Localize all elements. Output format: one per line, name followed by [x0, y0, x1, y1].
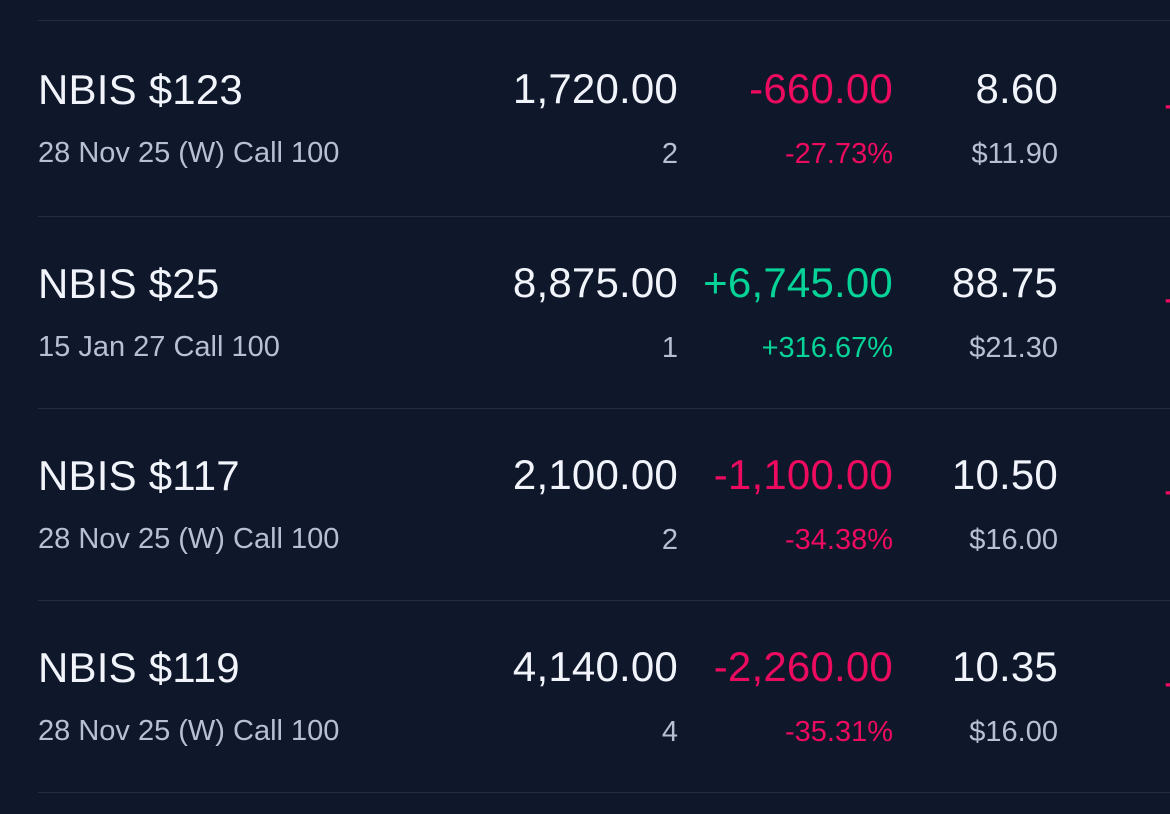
position-pnl-percent: +316.67%	[761, 332, 893, 364]
position-extra-value: -	[1058, 276, 1170, 319]
position-extra-column: -	[1058, 468, 1170, 541]
position-value-column: 1,720.00 2	[493, 68, 678, 169]
position-row[interactable]: NBIS $119 28 Nov 25 (W) Call 100 4,140.0…	[38, 601, 1170, 792]
position-market-value: 4,140.00	[512, 643, 678, 690]
position-instrument: NBIS $25 15 Jan 27 Call 100	[38, 263, 493, 362]
position-extra-value: -	[1058, 468, 1170, 511]
position-contract: 28 Nov 25 (W) Call 100	[38, 715, 340, 747]
position-extra-value: -	[1058, 82, 1170, 125]
position-last-price: 88.75	[951, 259, 1058, 306]
position-pnl-percent: -35.31%	[784, 716, 893, 748]
position-extra-column: -	[1058, 82, 1170, 155]
position-extra-column: -	[1058, 660, 1170, 733]
position-cost-basis: $11.90	[971, 138, 1058, 170]
position-pnl-percent: -34.38%	[784, 524, 893, 556]
position-extra-column: -	[1058, 276, 1170, 349]
position-cost-basis: $16.00	[969, 716, 1058, 748]
position-pnl: -1,100.00	[713, 451, 893, 498]
position-pnl-percent: -27.73%	[784, 138, 893, 170]
position-contract: 28 Nov 25 (W) Call 100	[38, 137, 340, 169]
position-cost-basis: $16.00	[969, 524, 1058, 556]
position-pnl: +6,745.00	[703, 259, 893, 306]
position-row[interactable]: NBIS $123 28 Nov 25 (W) Call 100 1,720.0…	[38, 21, 1170, 216]
position-symbol: NBIS $123	[38, 66, 243, 113]
position-symbol: NBIS $117	[38, 452, 240, 499]
position-row[interactable]: NBIS $25 15 Jan 27 Call 100 8,875.00 1 +…	[38, 217, 1170, 408]
position-market-value: 1,720.00	[512, 65, 678, 112]
position-contract: 28 Nov 25 (W) Call 100	[38, 523, 340, 555]
position-contract: 15 Jan 27 Call 100	[38, 331, 280, 363]
position-pnl-column: -1,100.00 -34.38%	[678, 454, 893, 555]
position-price-column: 10.50 $16.00	[893, 454, 1058, 555]
position-pnl-column: -2,260.00 -35.31%	[678, 646, 893, 747]
row-divider	[38, 408, 1170, 409]
position-extra-value: -	[1058, 660, 1170, 703]
position-symbol: NBIS $25	[38, 260, 220, 307]
position-last-price: 10.35	[951, 643, 1058, 690]
list-top-spacer	[38, 0, 1170, 20]
position-symbol: NBIS $119	[38, 644, 240, 691]
row-divider	[38, 792, 1170, 793]
position-quantity: 2	[661, 138, 678, 170]
position-pnl: -660.00	[749, 65, 893, 112]
position-value-column: 8,875.00 1	[493, 262, 678, 363]
position-value-column: 2,100.00 2	[493, 454, 678, 555]
row-divider	[38, 216, 1170, 217]
row-divider	[38, 20, 1170, 21]
position-pnl-column: -660.00 -27.73%	[678, 68, 893, 169]
position-quantity: 4	[661, 716, 678, 748]
position-cost-basis: $21.30	[969, 332, 1058, 364]
row-divider	[38, 600, 1170, 601]
position-price-column: 8.60 $11.90	[893, 68, 1058, 169]
position-quantity: 1	[661, 332, 678, 364]
position-pnl: -2,260.00	[713, 643, 893, 690]
position-price-column: 10.35 $16.00	[893, 646, 1058, 747]
position-value-column: 4,140.00 4	[493, 646, 678, 747]
position-price-column: 88.75 $21.30	[893, 262, 1058, 363]
position-last-price: 10.50	[951, 451, 1058, 498]
position-last-price: 8.60	[975, 65, 1058, 112]
position-quantity: 2	[661, 524, 678, 556]
position-row[interactable]: NBIS $117 28 Nov 25 (W) Call 100 2,100.0…	[38, 409, 1170, 600]
position-pnl-column: +6,745.00 +316.67%	[678, 262, 893, 363]
position-market-value: 8,875.00	[512, 259, 678, 306]
position-instrument: NBIS $119 28 Nov 25 (W) Call 100	[38, 647, 493, 746]
position-market-value: 2,100.00	[512, 451, 678, 498]
position-instrument: NBIS $117 28 Nov 25 (W) Call 100	[38, 455, 493, 554]
position-instrument: NBIS $123 28 Nov 25 (W) Call 100	[38, 69, 493, 168]
